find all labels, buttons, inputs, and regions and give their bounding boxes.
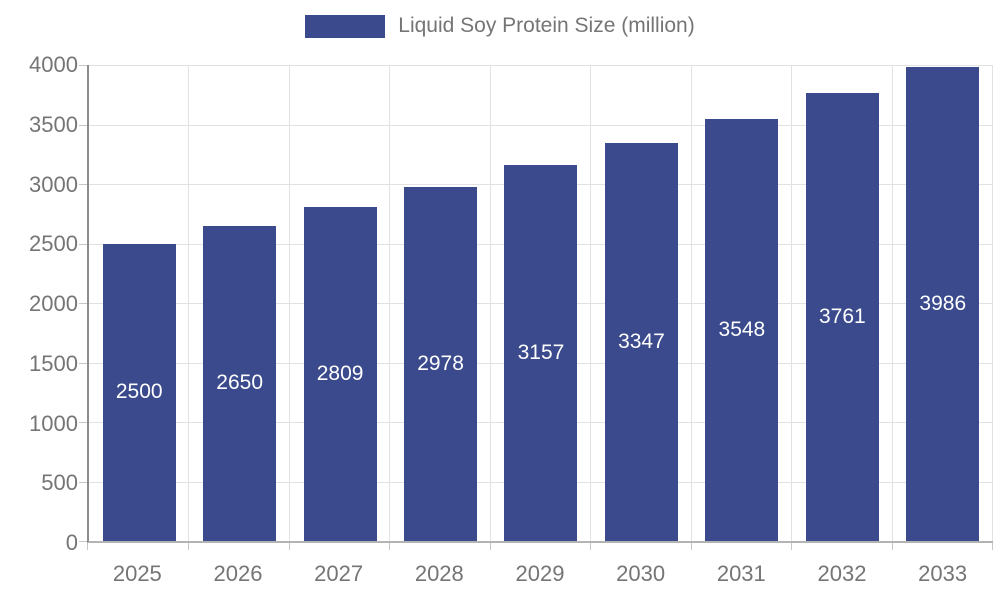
bar-cell: 3761: [792, 65, 892, 541]
bar-cell: 3986: [893, 65, 993, 541]
x-tick: [87, 543, 88, 550]
bar-2026: 2650: [203, 225, 277, 541]
x-tick: [992, 543, 993, 550]
bar-cell: 2500: [89, 65, 189, 541]
y-tick-label: 1000: [29, 410, 78, 436]
bar-value-label: 3548: [718, 317, 766, 341]
y-tick: [79, 124, 87, 126]
x-tick-label: 2029: [515, 561, 565, 586]
x-gridline: [188, 65, 190, 541]
x-tick-label: 2027: [314, 561, 364, 586]
bar-value-label: 3157: [517, 341, 565, 365]
x-tick-label: 2031: [716, 561, 766, 586]
x-gridline: [690, 65, 692, 541]
y-tick: [79, 422, 87, 423]
y-tick: [79, 65, 87, 66]
y-tick-label: 500: [41, 470, 78, 496]
y-tick-label: 3000: [29, 171, 78, 197]
y-tick: [79, 362, 87, 364]
bar-cell: 3548: [692, 65, 792, 541]
x-tick: [791, 543, 793, 550]
plot-area: 2500 2650 2809 2978 3157 3347 3548 3761 3986: [79, 65, 993, 550]
x-gridline: [288, 65, 290, 541]
bar-value-label: 2500: [115, 380, 163, 404]
legend-item[interactable]: Liquid Soy Protein Size (million): [305, 14, 695, 38]
bar-2033: 3986: [906, 66, 980, 541]
x-gridline: [489, 65, 491, 541]
y-tick: [79, 184, 87, 185]
x-tick-label: 2032: [817, 561, 867, 586]
bar-value-label: 3347: [618, 329, 665, 353]
legend: Liquid Soy Protein Size (million): [0, 14, 1000, 38]
x-tick: [891, 543, 893, 550]
bar-2025: 2500: [102, 243, 176, 541]
bar-cell: 3347: [591, 65, 691, 541]
x-axis-labels: 2025 2026 2027 2028 2029 2030 2031 2032 2033: [87, 558, 993, 590]
bar-2029: 3157: [504, 165, 578, 541]
x-gridline: [389, 65, 391, 541]
bar-2028: 2978: [404, 186, 478, 541]
bar-cell: 2809: [290, 65, 390, 541]
x-tick-label: 2033: [918, 561, 968, 586]
bar-2027: 2809: [303, 206, 377, 541]
bar-2031: 3548: [705, 118, 779, 541]
y-axis-labels: 0 500 1000 1500 2000 2500 3000 3500 4000: [0, 52, 78, 555]
x-tick: [690, 543, 692, 550]
bar-cell: 2978: [390, 65, 490, 541]
y-gridline: [89, 124, 993, 126]
x-tick-label: 2026: [213, 561, 263, 586]
x-tick-label: 2030: [616, 561, 666, 586]
x-tick: [489, 543, 491, 550]
x-tick-label: 2028: [414, 561, 464, 586]
x-tick-label: 2025: [112, 561, 162, 586]
y-tick-label: 3500: [29, 111, 78, 137]
bar-value-label: 3986: [919, 291, 967, 315]
x-gridline: [891, 65, 893, 541]
y-tick-label: 2500: [29, 231, 78, 257]
y-tick-label: 1500: [29, 350, 78, 376]
x-tick: [288, 543, 290, 550]
bar-cell: 3157: [491, 65, 591, 541]
x-tick: [188, 543, 190, 550]
y-tick: [79, 303, 87, 304]
y-tick: [79, 481, 87, 483]
x-tick: [389, 543, 391, 550]
bar-value-label: 2650: [216, 371, 264, 395]
y-tick-label: 4000: [29, 52, 78, 77]
y-tick: [79, 243, 87, 245]
y-tick-label: 0: [65, 530, 78, 555]
bar-2030: 3347: [604, 142, 678, 541]
x-gridline: [992, 65, 993, 541]
x-gridline: [590, 65, 592, 541]
bar-value-label: 2809: [316, 361, 364, 385]
bar-value-label: 2978: [417, 351, 464, 375]
legend-label: Liquid Soy Protein Size (million): [398, 14, 695, 37]
x-tick: [590, 543, 592, 550]
y-tick-label: 2000: [29, 291, 78, 316]
y-tick: [79, 541, 87, 542]
x-gridline: [791, 65, 793, 541]
bar-2032: 3761: [805, 93, 879, 541]
legend-swatch: [305, 14, 386, 38]
bar-cell: 2650: [189, 65, 289, 541]
y-gridline: [89, 65, 993, 66]
bar-value-label: 3761: [818, 305, 866, 329]
